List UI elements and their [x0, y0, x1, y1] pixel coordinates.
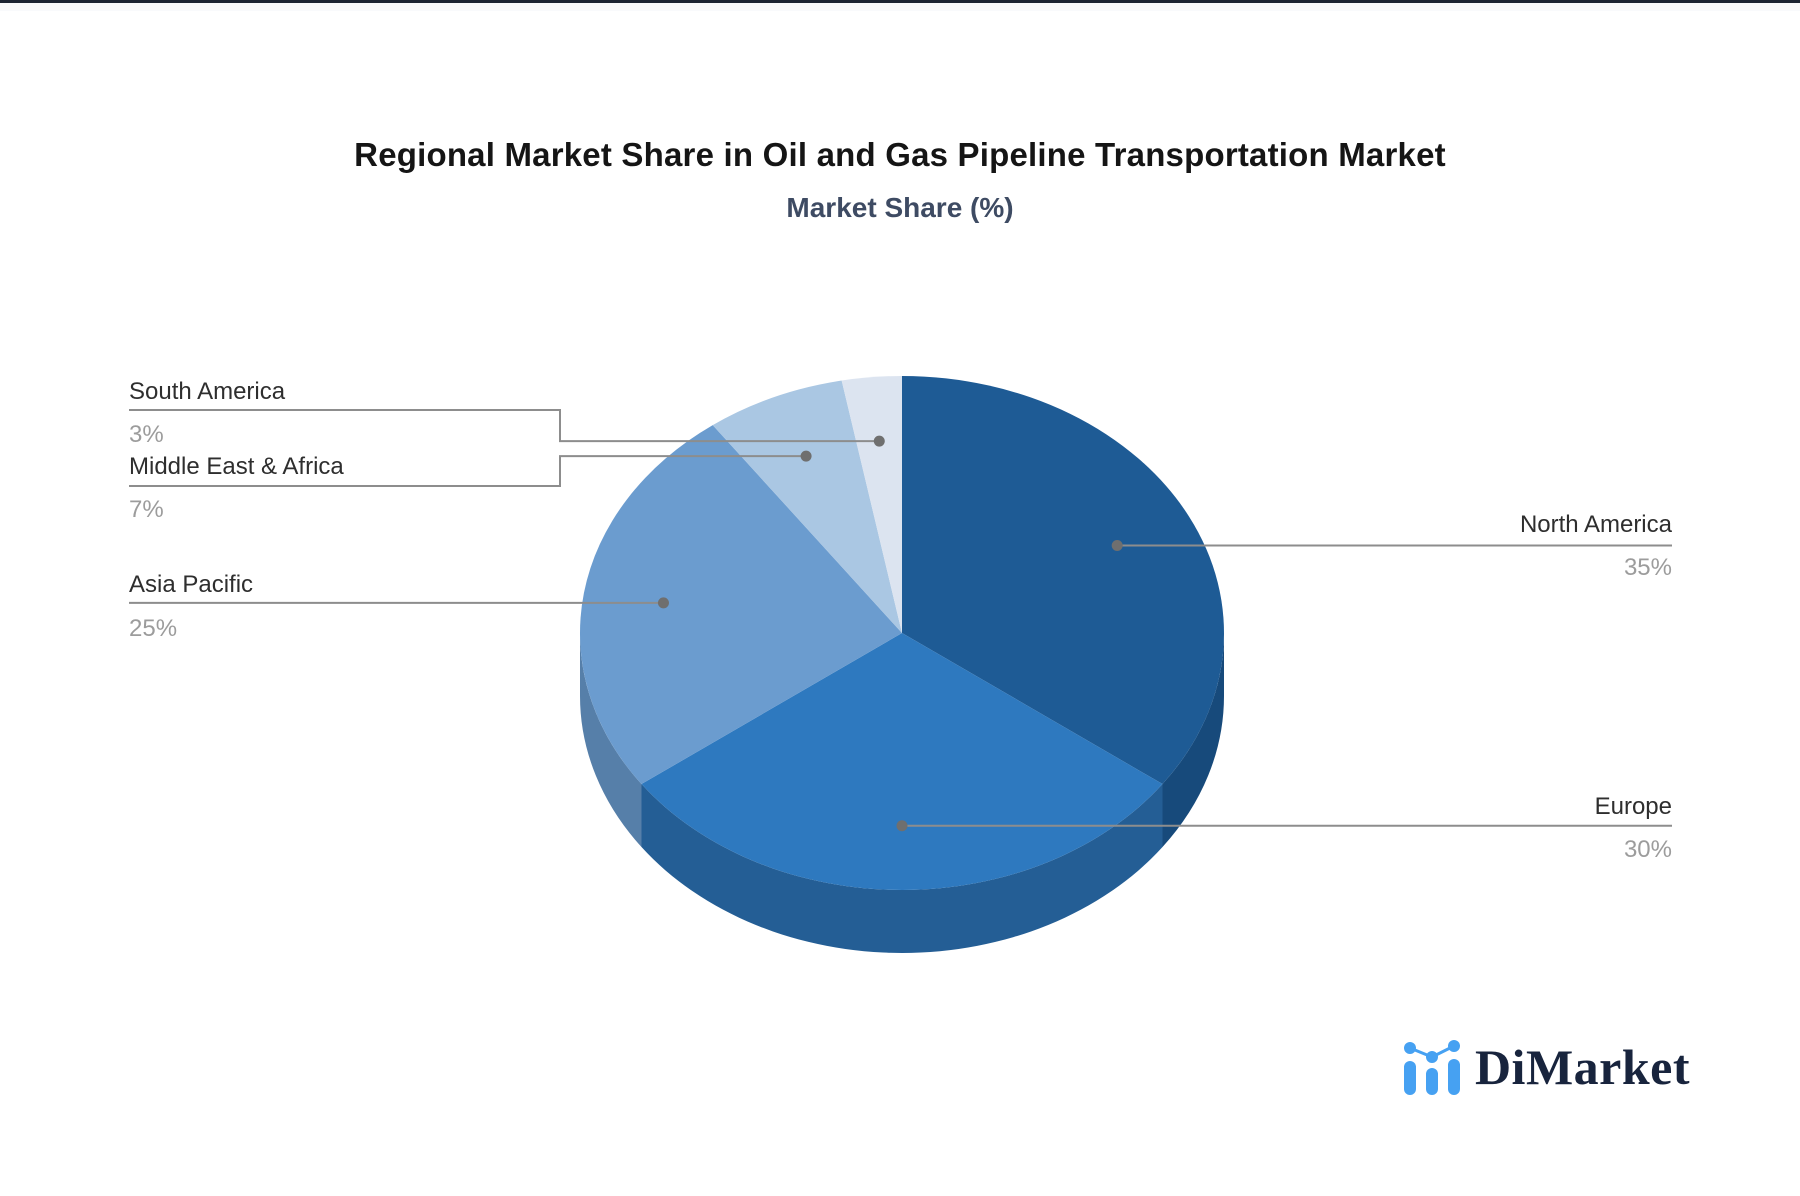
pie-slice-middle-east-africa[interactable]	[712, 380, 902, 633]
callout-value-europe: 30%	[1623, 836, 1672, 863]
callout-label-asia-pacific: Asia Pacific	[129, 571, 254, 598]
callout-label-south-america: South America	[129, 378, 286, 405]
pie-slice-asia-pacific[interactable]	[580, 425, 902, 785]
callout-value-asia-pacific: 25%	[129, 615, 178, 642]
pie-slice-side-asia-pacific	[580, 633, 642, 848]
pie-slice-side-europe	[641, 784, 1163, 953]
callout-label-north-america: North America	[1519, 511, 1672, 538]
callout-value-south-america: 3%	[129, 421, 164, 448]
callout-value-north-america: 35%	[1623, 554, 1672, 581]
pie-slice-north-america[interactable]	[902, 376, 1224, 785]
window-top-band	[0, 3, 1800, 11]
callout-dot-north-america	[1111, 539, 1123, 551]
callout-label-europe: Europe	[1594, 793, 1672, 820]
callout-dot-middle-east-africa	[800, 450, 812, 462]
window-top-edge	[0, 0, 1800, 3]
callout-dot-europe	[896, 820, 908, 832]
bar-chart-logo-icon	[1403, 1040, 1460, 1095]
brand-logo[interactable]: DiMarket	[1403, 1038, 1690, 1096]
callout-label-middle-east-africa: Middle East & Africa	[129, 453, 344, 480]
callout-line-south-america	[129, 409, 880, 443]
pie-slice-side-north-america	[1162, 633, 1224, 848]
chart-title: Regional Market Share in Oil and Gas Pip…	[354, 136, 1446, 173]
brand-logo-text: DiMarket	[1474, 1039, 1690, 1095]
callout-line-middle-east-africa	[129, 455, 807, 487]
callout-value-middle-east-africa: 7%	[129, 496, 164, 523]
chart-subtitle: Market Share (%)	[786, 192, 1014, 223]
callout-dot-south-america	[873, 435, 885, 447]
callout-dot-asia-pacific	[657, 597, 669, 609]
